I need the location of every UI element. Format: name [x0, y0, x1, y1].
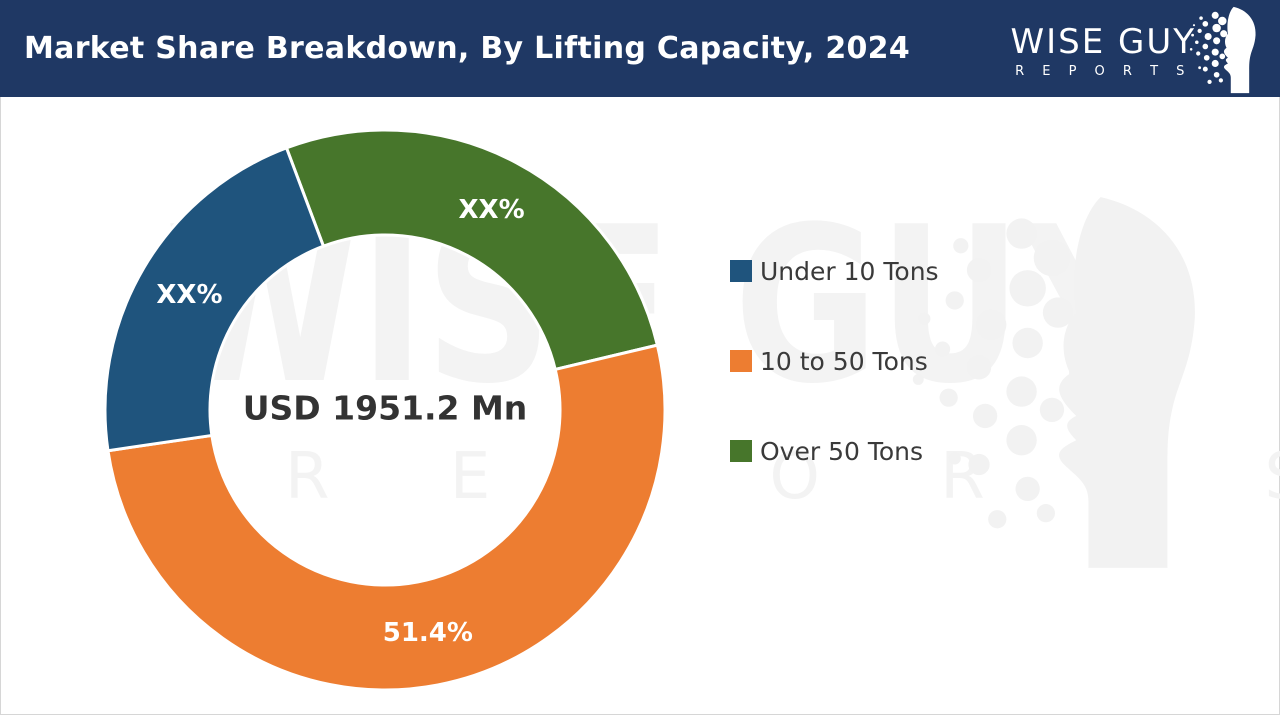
legend-item-10-to-50-tons: 10 to 50 Tons [730, 345, 939, 377]
legend-label: 10 to 50 Tons [760, 346, 928, 376]
donut-segment-10-to-50-tons [106, 343, 667, 692]
legend-swatch [730, 350, 752, 372]
legend-label: Over 50 Tons [760, 436, 924, 466]
logo-text: WISE GUY R E P O R T S [1010, 22, 1196, 79]
segment-value-label: 51.4% [382, 617, 473, 648]
legend-swatch [730, 440, 752, 462]
chart-legend: Under 10 Tons 10 to 50 Tons Over 50 Tons [730, 255, 939, 525]
segment-value-label: XX% [156, 279, 223, 310]
legend-item-over-50-tons: Over 50 Tons [730, 435, 939, 467]
donut-segment-over-50-tons [284, 128, 659, 371]
logo-subtitle: R E P O R T S [1015, 63, 1192, 79]
donut-svg [103, 128, 667, 692]
logo-wordmark: WISE GUY [1010, 21, 1196, 62]
legend-item-under-10-tons: Under 10 Tons [730, 255, 939, 287]
page-title: Market Share Breakdown, By Lifting Capac… [24, 31, 911, 66]
segment-value-label: XX% [458, 194, 525, 225]
chart-center-value: USD 1951.2 Mn [242, 388, 528, 428]
donut-chart: USD 1951.2 Mn XX% 51.4% XX% [102, 127, 668, 693]
header-bar: Market Share Breakdown, By Lifting Capac… [0, 0, 1280, 97]
legend-label: Under 10 Tons [760, 256, 939, 286]
legend-swatch [730, 260, 752, 282]
donut-segment-under-10-tons [103, 146, 325, 453]
wise-guy-reports-logo: WISE GUY R E P O R T S [1010, 4, 1266, 96]
